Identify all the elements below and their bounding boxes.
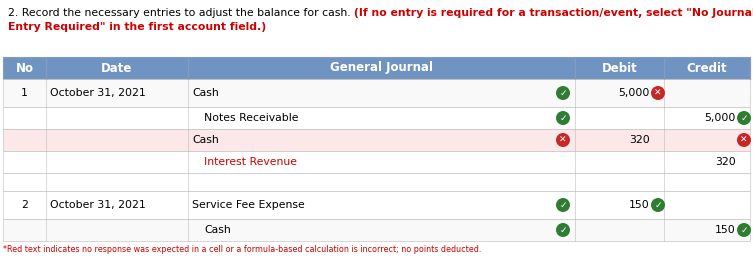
Text: ✓: ✓	[740, 113, 748, 123]
Circle shape	[556, 223, 570, 237]
Text: ✓: ✓	[559, 113, 567, 123]
Bar	[3, 219, 750, 241]
Text: ✕: ✕	[654, 89, 662, 97]
Text: 320: 320	[630, 135, 650, 145]
Text: General Journal: General Journal	[330, 62, 433, 75]
Text: Date: Date	[102, 62, 133, 75]
Bar	[3, 107, 750, 129]
Circle shape	[651, 198, 665, 212]
Text: 5,000: 5,000	[705, 113, 736, 123]
Text: Interest Revenue: Interest Revenue	[204, 157, 297, 167]
Bar	[3, 191, 750, 219]
Text: 150: 150	[715, 225, 736, 235]
Text: October 31, 2021: October 31, 2021	[50, 200, 146, 210]
Text: 2: 2	[21, 200, 28, 210]
Circle shape	[556, 133, 570, 147]
Bar	[3, 129, 750, 151]
Text: ✓: ✓	[740, 225, 748, 235]
Text: 320: 320	[715, 157, 736, 167]
Text: Credit: Credit	[687, 62, 727, 75]
Text: October 31, 2021: October 31, 2021	[50, 88, 146, 98]
Circle shape	[556, 86, 570, 100]
Circle shape	[651, 86, 665, 100]
Text: 5,000: 5,000	[619, 88, 650, 98]
Text: Cash: Cash	[192, 88, 219, 98]
Text: No: No	[16, 62, 33, 75]
Circle shape	[737, 223, 751, 237]
Text: ✓: ✓	[559, 225, 567, 235]
Text: ✕: ✕	[559, 136, 567, 145]
Text: (If no entry is required for a transaction/event, select "No Journal: (If no entry is required for a transacti…	[354, 8, 753, 18]
Text: 1: 1	[21, 88, 28, 98]
Text: ✓: ✓	[559, 89, 567, 97]
Text: Service Fee Expense: Service Fee Expense	[192, 200, 305, 210]
Text: Cash: Cash	[204, 225, 230, 235]
Bar	[3, 79, 750, 107]
Text: Cash: Cash	[192, 135, 219, 145]
Text: ✓: ✓	[654, 200, 662, 209]
Circle shape	[737, 133, 751, 147]
Text: ✕: ✕	[740, 136, 748, 145]
Bar	[3, 57, 750, 79]
Bar	[3, 151, 750, 173]
Text: 150: 150	[630, 200, 650, 210]
Text: Debit: Debit	[602, 62, 637, 75]
Circle shape	[556, 198, 570, 212]
Text: *Red text indicates no response was expected in a cell or a formula-based calcul: *Red text indicates no response was expe…	[3, 245, 481, 254]
Text: ✓: ✓	[559, 200, 567, 209]
Circle shape	[737, 111, 751, 125]
Text: Entry Required" in the first account field.): Entry Required" in the first account fie…	[8, 22, 266, 32]
Bar	[3, 173, 750, 191]
Text: Notes Receivable: Notes Receivable	[204, 113, 298, 123]
Circle shape	[556, 111, 570, 125]
Text: 2. Record the necessary entries to adjust the balance for cash.: 2. Record the necessary entries to adjus…	[8, 8, 354, 18]
